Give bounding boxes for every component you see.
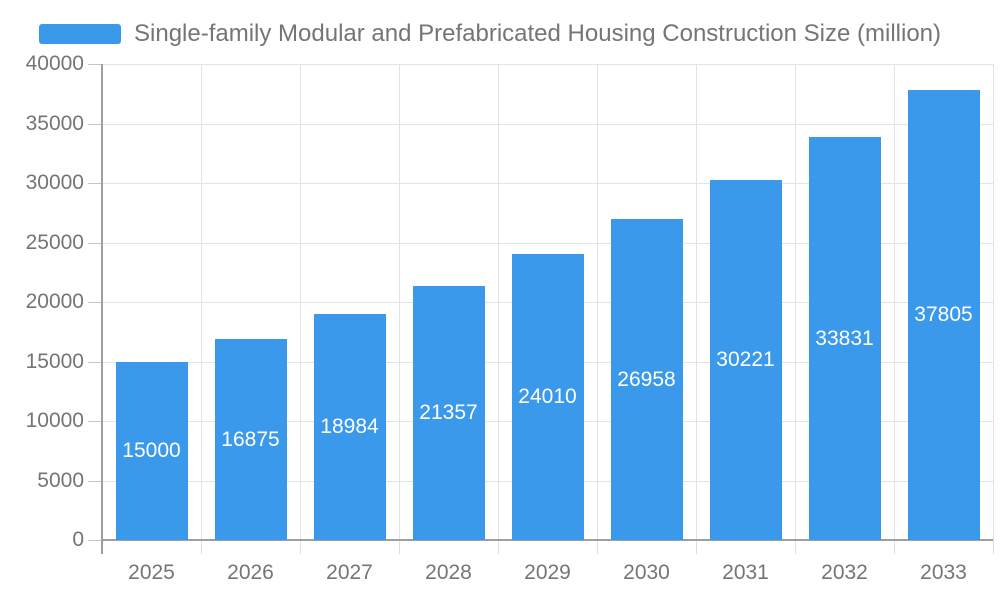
x-axis-label: 2030 [623,561,670,584]
legend-label: Single-family Modular and Prefabricated … [134,20,942,47]
x-tick [201,540,202,554]
y-tick [88,421,102,422]
y-axis-label: 30000 [25,171,84,194]
bar[interactable] [611,219,683,540]
y-axis-label: 35000 [25,112,84,135]
legend[interactable]: Single-family Modular and Prefabricated … [39,20,941,48]
y-tick [88,302,102,303]
v-gridline [597,64,598,540]
bar-value-label: 15000 [122,439,181,462]
v-gridline [300,64,301,540]
x-axis-label: 2028 [425,561,472,584]
v-gridline [696,64,697,540]
y-tick [88,362,102,363]
bar[interactable] [413,286,485,540]
y-axis-line [101,64,103,554]
bar-value-label: 30221 [716,348,775,371]
v-gridline [795,64,796,540]
legend-swatch-icon [39,24,121,44]
y-tick [88,64,102,65]
h-gridline [102,124,993,125]
bar-value-label: 18984 [320,415,379,438]
x-axis-line [102,539,993,541]
y-tick [88,540,102,541]
bar[interactable] [116,362,188,540]
x-tick [894,540,895,554]
y-tick [88,481,102,482]
bar[interactable] [809,137,881,540]
y-axis-label: 5000 [37,469,84,492]
x-tick [597,540,598,554]
x-axis-label: 2033 [920,561,967,584]
v-gridline [894,64,895,540]
bar-value-label: 37805 [914,303,973,326]
x-axis-label: 2032 [821,561,868,584]
x-axis-label: 2026 [227,561,274,584]
x-tick [993,540,994,554]
x-tick [696,540,697,554]
bar[interactable] [512,254,584,540]
y-axis-label: 15000 [25,350,84,373]
x-tick [300,540,301,554]
h-gridline [102,64,993,65]
bar-value-label: 16875 [221,428,280,451]
y-tick [88,243,102,244]
bar-value-label: 33831 [815,327,874,350]
x-axis-label: 2025 [128,561,175,584]
bar[interactable] [908,90,980,540]
x-axis-label: 2029 [524,561,571,584]
y-tick [88,124,102,125]
bar-value-label: 26958 [617,368,676,391]
y-axis-label: 0 [72,528,84,551]
h-gridline [102,243,993,244]
v-gridline [993,64,994,540]
x-axis-label: 2031 [722,561,769,584]
v-gridline [498,64,499,540]
x-tick [498,540,499,554]
y-tick [88,183,102,184]
bar[interactable] [710,180,782,540]
bar[interactable] [215,339,287,540]
x-tick [399,540,400,554]
bar-value-label: 21357 [419,401,478,424]
x-tick [795,540,796,554]
v-gridline [399,64,400,540]
bar-value-label: 24010 [518,385,577,408]
y-axis-label: 10000 [25,409,84,432]
h-gridline [102,183,993,184]
y-axis-label: 40000 [25,52,84,75]
v-gridline [201,64,202,540]
bar[interactable] [314,314,386,540]
x-axis-label: 2027 [326,561,373,584]
y-axis-label: 20000 [25,290,84,313]
y-axis-label: 25000 [25,231,84,254]
